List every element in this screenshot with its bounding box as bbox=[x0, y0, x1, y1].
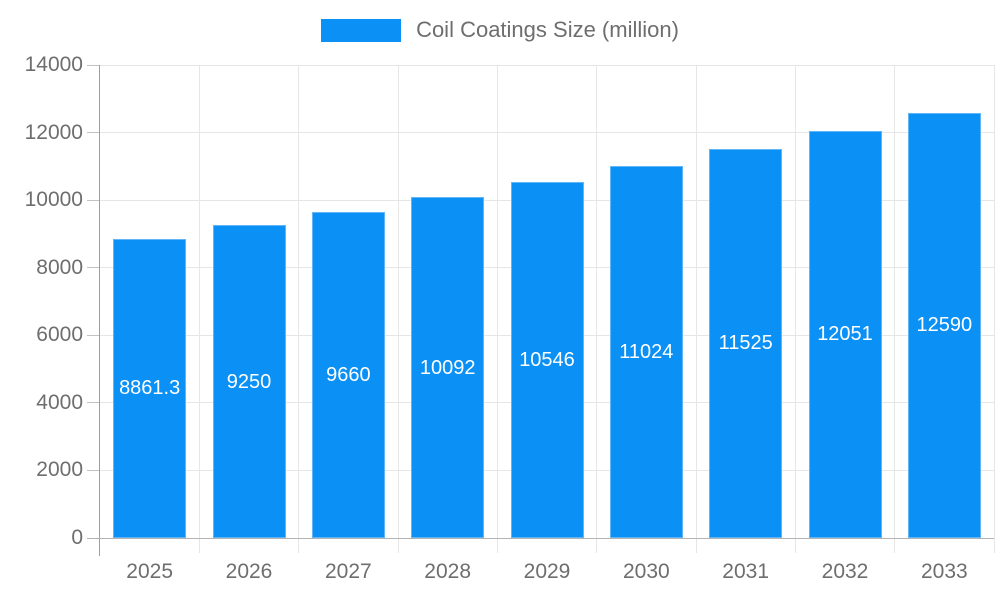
x-tick-label: 2033 bbox=[920, 560, 968, 583]
bar[interactable] bbox=[510, 181, 584, 538]
y-tick-label: 4000 bbox=[36, 390, 83, 414]
y-axis-tick bbox=[87, 64, 100, 66]
gridline-vertical bbox=[894, 65, 896, 553]
gridline-vertical bbox=[198, 65, 200, 553]
bar[interactable] bbox=[808, 130, 882, 538]
y-axis-line bbox=[99, 65, 100, 556]
x-axis-line bbox=[87, 537, 994, 539]
gridline-horizontal bbox=[100, 132, 994, 134]
x-tick-label: 2025 bbox=[126, 560, 174, 583]
x-tick-label: 2031 bbox=[722, 560, 770, 583]
y-axis-tick bbox=[87, 132, 100, 134]
bar[interactable] bbox=[113, 238, 187, 538]
gridline-vertical bbox=[496, 65, 498, 553]
x-tick-label: 2028 bbox=[424, 560, 472, 583]
y-axis-tick bbox=[87, 402, 100, 404]
bar[interactable] bbox=[709, 148, 783, 538]
gridline-vertical bbox=[397, 65, 399, 553]
legend: Coil Coatings Size (million) bbox=[0, 17, 1000, 43]
y-tick-label: 10000 bbox=[24, 188, 83, 212]
y-axis-tick bbox=[87, 199, 100, 201]
bar[interactable] bbox=[907, 112, 981, 538]
y-tick-label: 0 bbox=[71, 526, 83, 549]
x-tick-label: 2032 bbox=[821, 560, 869, 583]
y-axis-tick bbox=[87, 267, 100, 269]
y-axis-tick bbox=[87, 334, 100, 336]
y-tick-label: 8000 bbox=[36, 255, 83, 279]
gridline-vertical bbox=[794, 65, 796, 553]
y-tick-label: 2000 bbox=[36, 458, 83, 482]
x-tick-label: 2027 bbox=[324, 560, 372, 583]
x-tick-label: 2030 bbox=[622, 560, 670, 583]
gridline-vertical bbox=[596, 65, 598, 553]
x-tick-label: 2029 bbox=[523, 560, 571, 583]
gridline-vertical bbox=[298, 65, 300, 553]
legend-swatch-icon bbox=[321, 18, 402, 42]
y-tick-label: 6000 bbox=[36, 323, 83, 347]
x-tick-label: 2026 bbox=[225, 560, 273, 583]
gridline-horizontal bbox=[100, 64, 994, 66]
bar[interactable] bbox=[609, 165, 683, 538]
gridline-vertical bbox=[695, 65, 697, 553]
gridline-vertical bbox=[993, 65, 995, 553]
bar[interactable] bbox=[311, 211, 385, 538]
y-tick-label: 14000 bbox=[24, 53, 83, 76]
y-axis-tick bbox=[87, 469, 100, 471]
bar[interactable] bbox=[411, 197, 485, 538]
legend-label: Coil Coatings Size (million) bbox=[416, 17, 679, 42]
y-tick-label: 12000 bbox=[24, 120, 83, 144]
bar[interactable] bbox=[212, 225, 286, 538]
legend-item[interactable]: Coil Coatings Size (million) bbox=[321, 17, 679, 43]
